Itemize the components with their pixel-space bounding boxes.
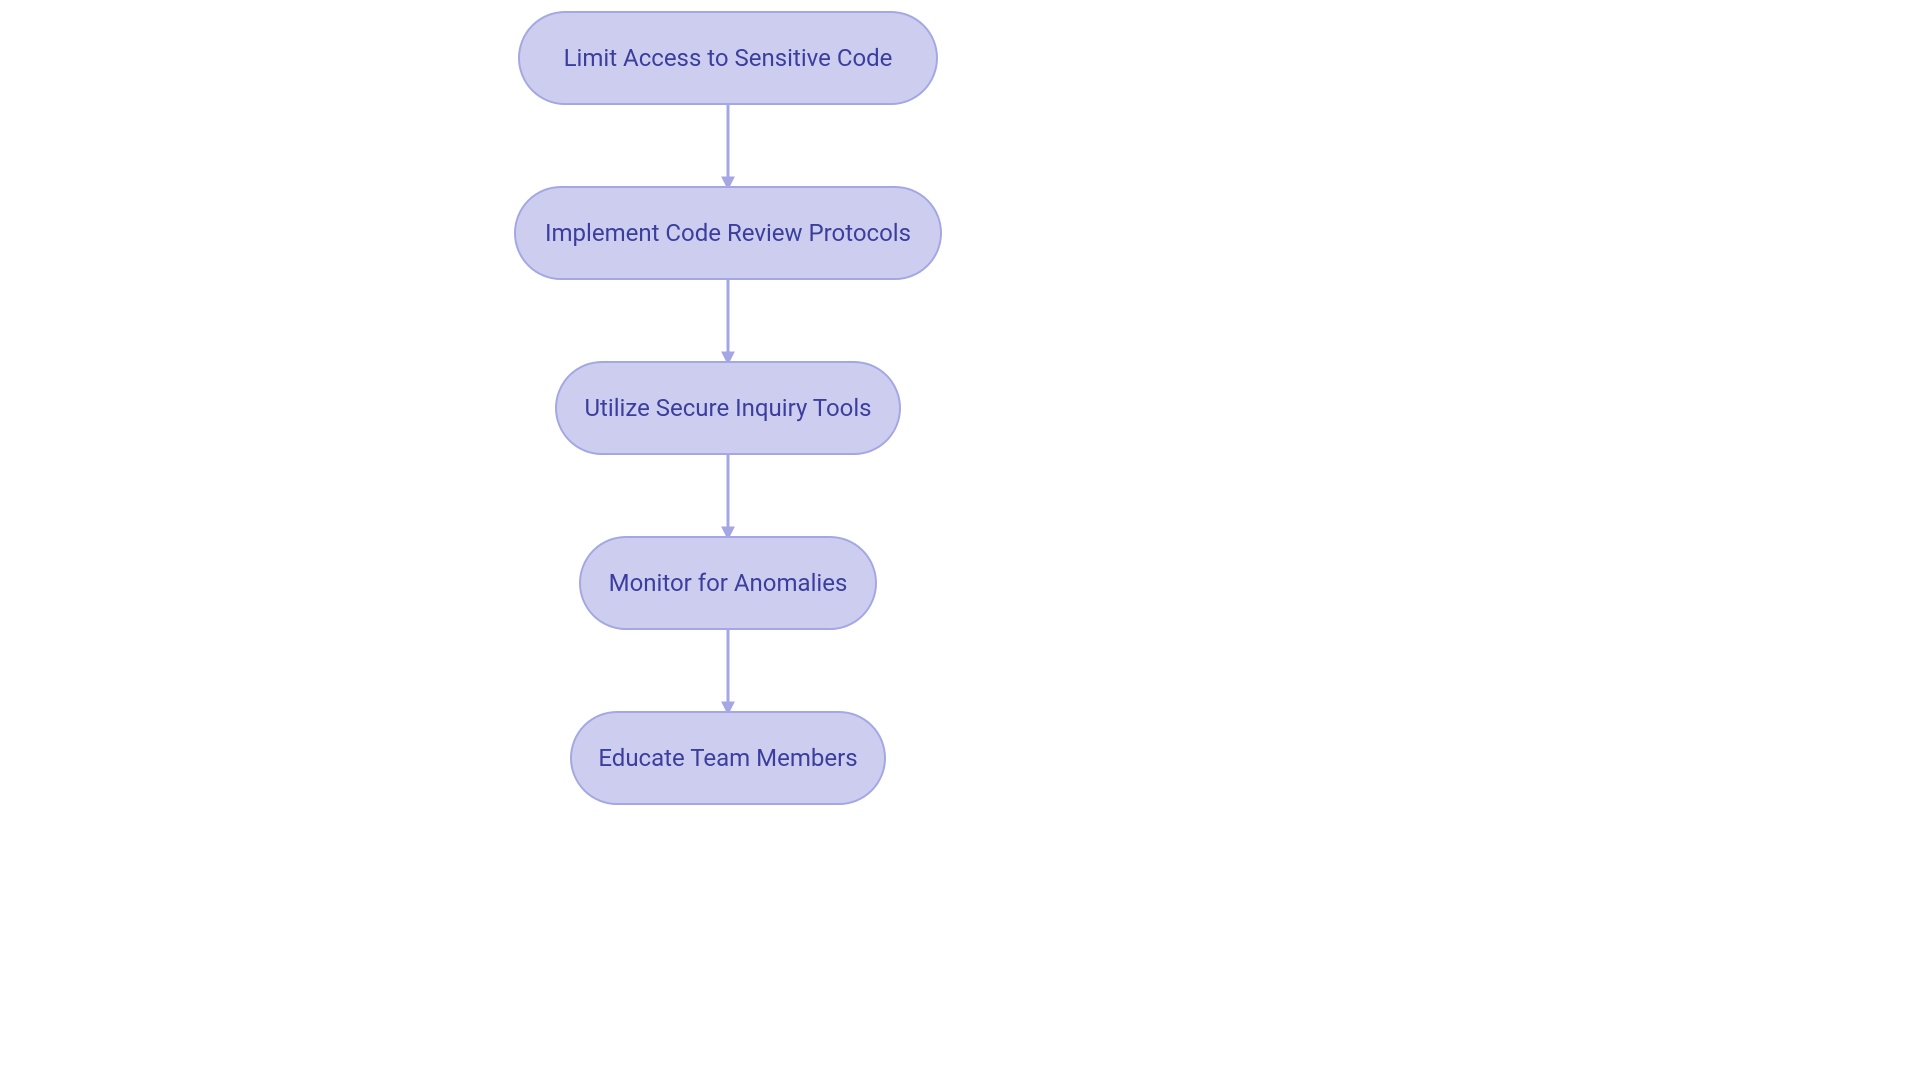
node-label: Limit Access to Sensitive Code — [564, 44, 893, 72]
flowchart-node: Implement Code Review Protocols — [514, 186, 942, 280]
flowchart-node: Limit Access to Sensitive Code — [518, 11, 938, 105]
flowchart-canvas: Limit Access to Sensitive Code Implement … — [0, 0, 1920, 1083]
node-label: Monitor for Anomalies — [609, 569, 848, 597]
node-label: Educate Team Members — [598, 744, 857, 772]
flowchart-node: Monitor for Anomalies — [579, 536, 877, 630]
node-label: Utilize Secure Inquiry Tools — [584, 394, 871, 422]
flowchart-node: Utilize Secure Inquiry Tools — [555, 361, 901, 455]
flowchart-node: Educate Team Members — [570, 711, 886, 805]
node-label: Implement Code Review Protocols — [545, 219, 911, 247]
flowchart-edges — [0, 0, 1920, 1083]
